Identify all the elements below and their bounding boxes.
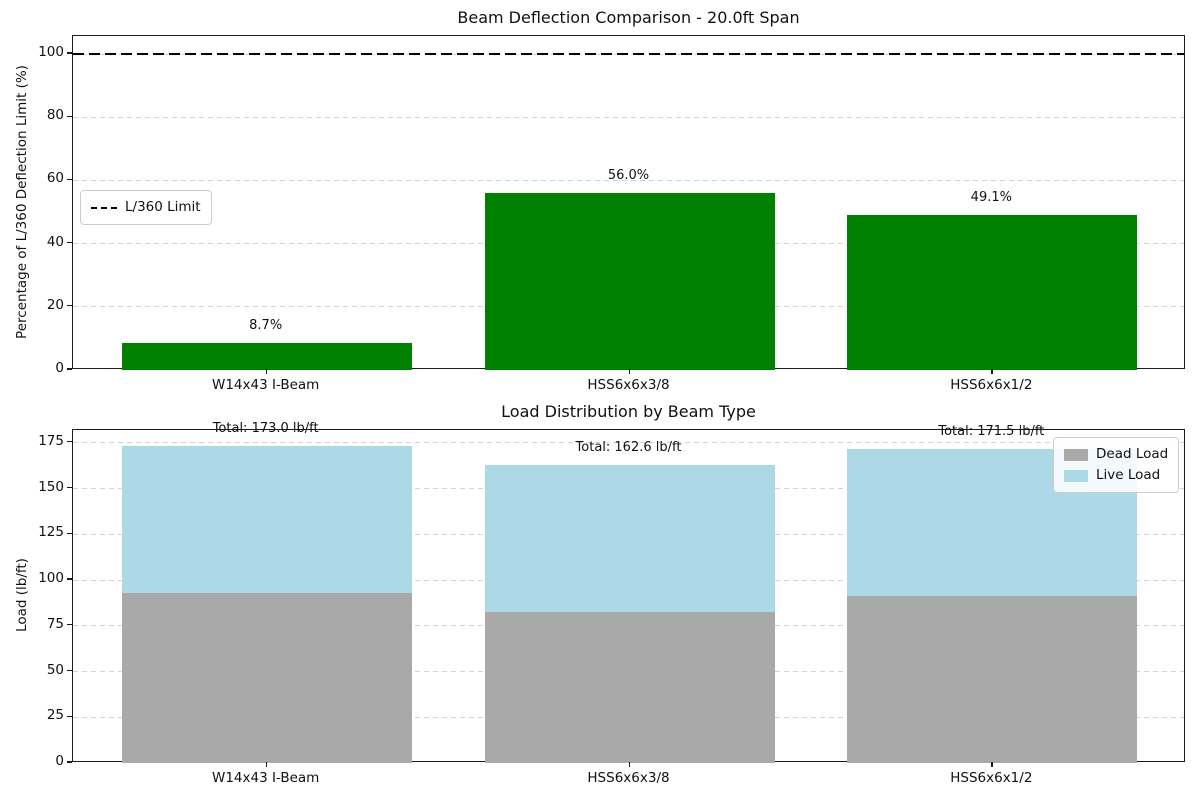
xtick-label-1: W14x43 I-Beam xyxy=(211,377,320,393)
gridline-175 xyxy=(73,442,1184,444)
legend-row-l360-limit: L/360 Limit xyxy=(91,197,201,218)
xtick-label-2: HSS6x6x3/8 xyxy=(587,770,670,786)
ytick-mark-0 xyxy=(67,368,72,370)
xtick-label-1: W14x43 I-Beam xyxy=(211,770,320,786)
ytick-label-80: 80 xyxy=(46,107,64,124)
deflection-bar-2 xyxy=(484,193,775,370)
ytick-label-175: 175 xyxy=(38,432,64,449)
gridline-60 xyxy=(73,179,1184,181)
legend-label-dead-load: Dead Load xyxy=(1096,446,1169,462)
ytick-label-25: 25 xyxy=(46,707,64,724)
xtick-mark-3 xyxy=(991,369,993,374)
bar-value-label-2: 56.0% xyxy=(607,168,650,184)
total-label-2: Total: 162.6 lb/ft xyxy=(575,440,682,456)
ytick-mark-0 xyxy=(67,761,72,763)
ytick-mark-75 xyxy=(67,624,72,626)
ytick-mark-80 xyxy=(67,115,72,117)
dead-load-swatch-icon xyxy=(1064,448,1088,461)
ytick-label-0: 0 xyxy=(55,753,64,769)
ytick-mark-150 xyxy=(67,486,72,489)
legend-label-l360-limit: L/360 Limit xyxy=(125,199,201,215)
live-load-swatch-icon xyxy=(1064,469,1088,482)
ytick-label-100: 100 xyxy=(38,44,64,60)
deflection-bar-1 xyxy=(121,342,412,370)
deflection-chart-title: Beam Deflection Comparison - 20.0ft Span xyxy=(457,8,800,27)
ytick-label-0: 0 xyxy=(55,360,64,376)
legend-row-live-load: Live Load xyxy=(1064,465,1168,486)
total-label-3: Total: 171.5 lb/ft xyxy=(938,424,1045,440)
ytick-label-100: 100 xyxy=(38,570,64,587)
dead-load-bar-1 xyxy=(121,592,412,763)
ytick-mark-20 xyxy=(67,305,72,307)
dead-load-bar-3 xyxy=(847,595,1138,763)
ytick-mark-40 xyxy=(67,241,72,244)
ytick-label-40: 40 xyxy=(46,233,64,250)
dashed-line-icon xyxy=(91,206,117,209)
ytick-label-150: 150 xyxy=(38,478,64,495)
ytick-mark-25 xyxy=(67,715,72,717)
ytick-mark-100 xyxy=(67,578,72,580)
live-load-bar-2 xyxy=(484,465,775,612)
ytick-mark-175 xyxy=(67,441,72,443)
legend-row-dead-load: Dead Load xyxy=(1064,444,1168,465)
xtick-label-3: HSS6x6x1/2 xyxy=(950,377,1033,393)
load-plot-area xyxy=(72,429,1185,763)
deflection-bar-3 xyxy=(847,214,1138,370)
ytick-mark-60 xyxy=(67,178,72,181)
ytick-mark-125 xyxy=(67,532,72,534)
xtick-mark-2 xyxy=(628,369,630,374)
deflection-plot-area xyxy=(72,35,1185,370)
live-load-bar-1 xyxy=(121,446,412,593)
gridline-80 xyxy=(73,116,1184,118)
ytick-label-125: 125 xyxy=(38,524,64,541)
ytick-mark-100 xyxy=(67,52,72,54)
total-label-1: Total: 173.0 lb/ft xyxy=(212,421,319,437)
xtick-mark-3 xyxy=(991,762,993,767)
bar-value-label-1: 8.7% xyxy=(249,317,283,333)
xtick-mark-1 xyxy=(265,369,268,374)
ytick-label-20: 20 xyxy=(46,296,64,313)
ytick-label-75: 75 xyxy=(46,615,64,632)
xtick-mark-2 xyxy=(628,762,630,767)
load-chart-title: Load Distribution by Beam Type xyxy=(501,402,756,421)
ytick-label-50: 50 xyxy=(46,661,64,678)
xtick-label-3: HSS6x6x1/2 xyxy=(950,770,1033,786)
legend-label-live-load: Live Load xyxy=(1096,467,1161,483)
xtick-label-2: HSS6x6x3/8 xyxy=(587,377,670,393)
bar-value-label-3: 49.1% xyxy=(970,189,1012,205)
ytick-mark-50 xyxy=(67,669,72,672)
xtick-mark-1 xyxy=(265,762,268,767)
load-legend: Dead Load Live Load xyxy=(1053,437,1180,493)
dead-load-bar-2 xyxy=(484,611,775,763)
ytick-label-60: 60 xyxy=(46,170,64,187)
l360-limit-line xyxy=(73,53,1184,55)
deflection-legend: L/360 Limit xyxy=(80,190,212,225)
